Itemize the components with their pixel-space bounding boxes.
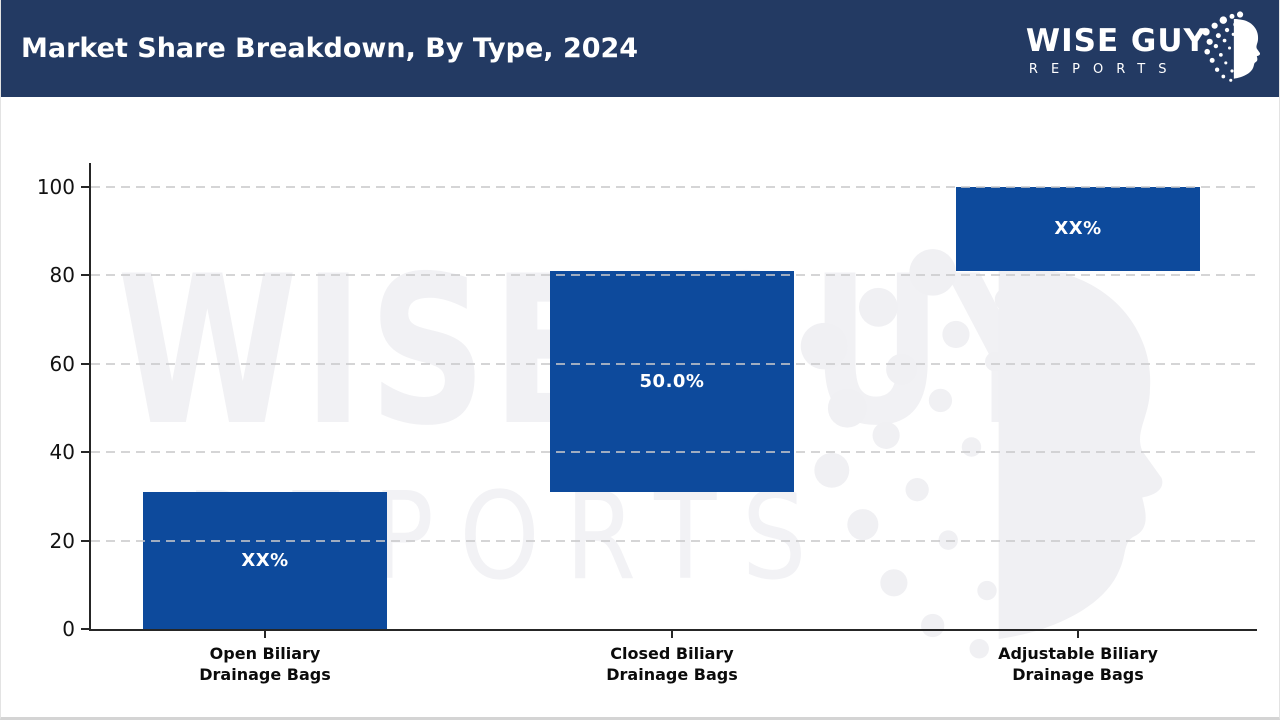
y-tick-label: 80 bbox=[49, 263, 75, 288]
y-tick-label: 40 bbox=[49, 440, 75, 465]
brand-logo: WISE GUY REPORTS bbox=[1026, 26, 1263, 87]
page-title: Market Share Breakdown, By Type, 2024 bbox=[21, 33, 639, 64]
brand-name: WISE GUY bbox=[1025, 23, 1207, 59]
category-label-line: Drainage Bags bbox=[1012, 665, 1144, 684]
y-axis-line bbox=[89, 163, 91, 631]
brand-tagline: REPORTS bbox=[1028, 62, 1180, 77]
y-tick-mark bbox=[81, 451, 89, 454]
category-label: Closed Biliary Drainage Bags bbox=[502, 643, 842, 685]
category-label-line: Closed Biliary bbox=[610, 644, 734, 663]
x-axis-line bbox=[89, 629, 1257, 631]
category-label-line: Drainage Bags bbox=[199, 665, 331, 684]
category-label: Open Biliary Drainage Bags bbox=[95, 643, 435, 685]
waterfall-bar-segment: XX% bbox=[956, 187, 1200, 271]
bar-value-label: XX% bbox=[241, 549, 289, 571]
y-tick-mark bbox=[81, 362, 89, 365]
brand-logo-text: WISE GUY REPORTS bbox=[1025, 23, 1207, 78]
bar-value-label: 50.0% bbox=[639, 370, 705, 392]
gridline bbox=[91, 274, 1257, 277]
y-tick-label: 60 bbox=[49, 351, 75, 376]
category-label-line: Adjustable Biliary bbox=[998, 644, 1158, 663]
category-label-line: Drainage Bags bbox=[606, 665, 738, 684]
category-label: Adjustable Biliary Drainage Bags bbox=[908, 643, 1248, 685]
header-bar: Market Share Breakdown, By Type, 2024 WI… bbox=[1, 0, 1279, 97]
x-tick-mark bbox=[264, 631, 266, 638]
y-tick-mark bbox=[81, 274, 89, 277]
waterfall-bar-segment: XX% bbox=[143, 491, 387, 629]
x-tick-mark bbox=[1077, 631, 1079, 638]
y-tick-label: 20 bbox=[49, 528, 75, 553]
waterfall-bar-segment: 50.0% bbox=[550, 270, 794, 492]
y-tick-mark bbox=[81, 539, 89, 542]
y-tick-label: 0 bbox=[62, 617, 75, 641]
y-tick-label: 100 bbox=[36, 175, 75, 199]
gridline bbox=[91, 362, 1257, 365]
gridline bbox=[91, 539, 1257, 542]
y-tick-mark bbox=[81, 628, 89, 630]
x-tick-mark bbox=[671, 631, 673, 638]
gridline bbox=[91, 451, 1257, 454]
category-label-line: Open Biliary bbox=[209, 644, 321, 663]
bar-value-label: XX% bbox=[1054, 218, 1102, 240]
brand-face-icon bbox=[1201, 9, 1263, 87]
gridline bbox=[91, 186, 1257, 188]
y-tick-mark bbox=[81, 186, 89, 188]
